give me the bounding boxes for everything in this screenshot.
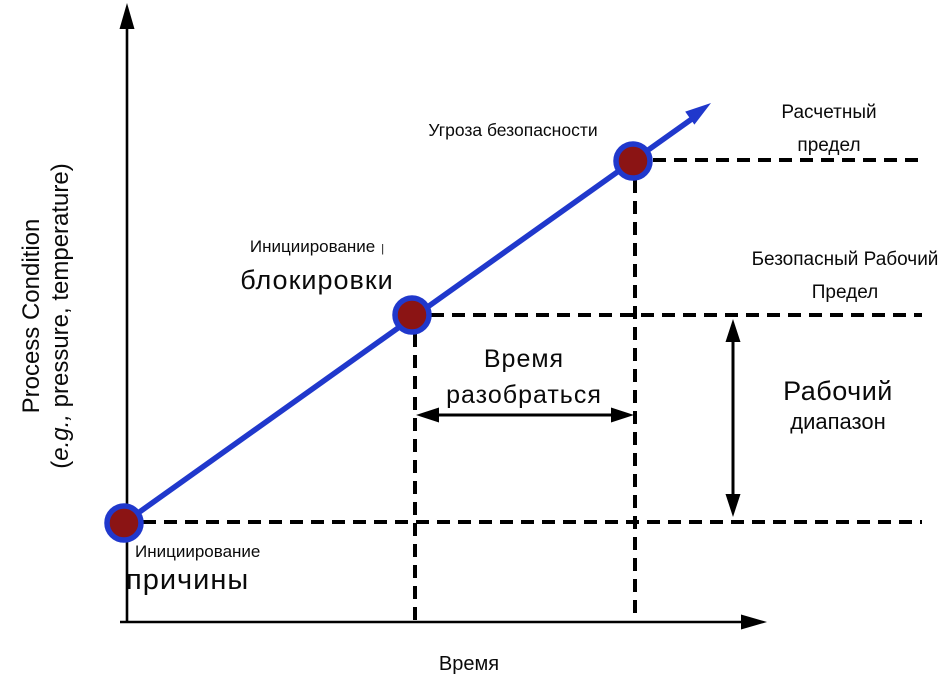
safe-limit-line2: Предел xyxy=(811,282,879,303)
safe-operating-limit-label: Безопасный Рабочий Предел xyxy=(752,243,939,309)
safety-threat-dot xyxy=(613,141,653,181)
interlock-line2: блокировки xyxy=(240,265,394,295)
safety-threat-label: Угроза безопасности xyxy=(428,120,598,140)
safe-limit-line1: Безопасный Рабочий xyxy=(751,249,939,270)
initiating-cause-dot xyxy=(104,503,144,543)
design-limit-label: Расчетный предел xyxy=(781,96,876,162)
y-axis-label: Process Condition (e.g., pressure, tempe… xyxy=(17,163,75,468)
design-limit-line2: предел xyxy=(797,135,861,156)
y-axis-label-line1: Process Condition xyxy=(18,218,45,414)
trend-arrowhead-icon xyxy=(685,103,711,125)
interlock-tick-mark: | xyxy=(381,243,385,255)
time-span-right-arrowhead-icon xyxy=(611,407,634,423)
time-span-left-arrowhead-icon xyxy=(416,407,439,423)
interlock-initiation-dot xyxy=(392,295,432,335)
operating-range-line2: диапазон xyxy=(790,409,886,434)
interlock-initiation-label: Инициирование | блокировки xyxy=(240,237,394,296)
operating-range-label: Рабочий диапазон xyxy=(783,375,893,435)
y-axis-label-line2: (e.g., pressure, temperature) xyxy=(47,163,74,469)
range-span-top-arrowhead-icon xyxy=(725,319,741,342)
time-to-sort-line1: Время xyxy=(483,345,565,373)
operating-range-line1: Рабочий xyxy=(783,376,893,406)
initiating-cause-label: Инициирование причины xyxy=(126,542,260,598)
range-span-bottom-arrowhead-icon xyxy=(725,494,741,517)
eg-italic: e.g., xyxy=(47,414,74,461)
initiating-cause-line2: причины xyxy=(126,564,250,596)
design-limit-line1: Расчетный xyxy=(781,102,877,123)
initiating-cause-line1: Инициирование xyxy=(135,542,261,561)
x-axis-arrowhead-icon xyxy=(741,614,767,630)
x-axis-label: Время xyxy=(438,653,500,675)
time-to-sort-line2: разобраться xyxy=(446,381,602,409)
interlock-line1: Инициирование | xyxy=(249,237,385,256)
time-to-sort-label: Время разобраться xyxy=(446,341,602,413)
y-axis-arrowhead-icon xyxy=(119,3,135,29)
